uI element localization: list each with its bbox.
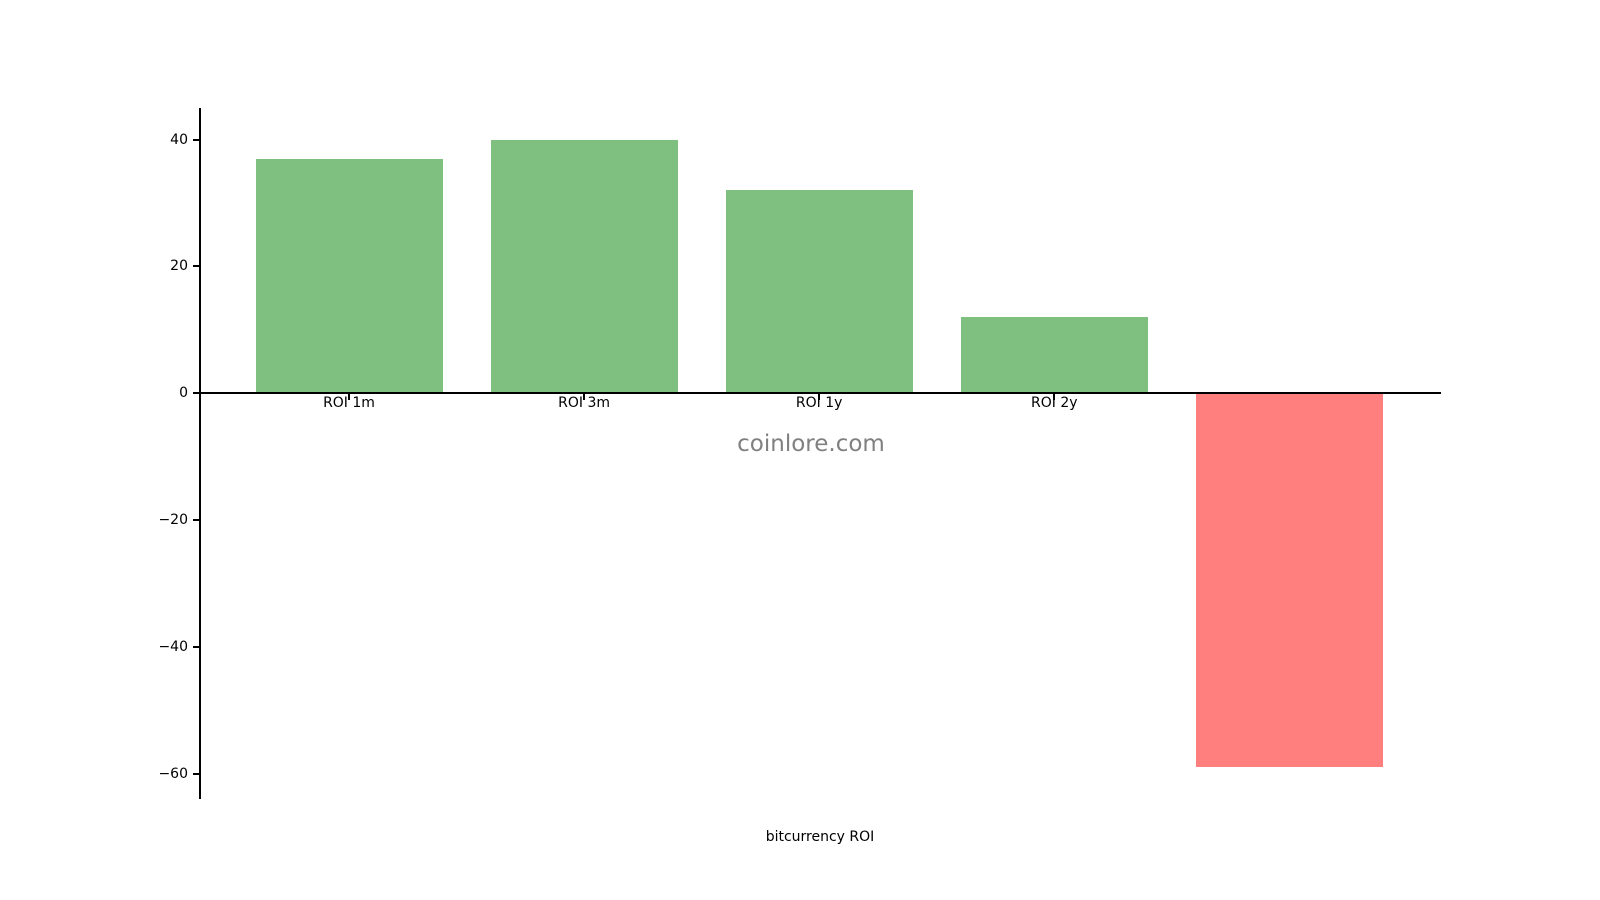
x-tick-mark (348, 393, 350, 401)
y-tick-label: −60 (158, 765, 188, 782)
watermark-text: coinlore.com (737, 431, 885, 457)
x-tick-label: ROI 2y (1031, 395, 1078, 412)
x-tick-mark (1053, 393, 1056, 401)
y-tick-label: −40 (158, 638, 188, 655)
y-tick-mark (193, 392, 200, 395)
bar-unlabeled (1195, 393, 1383, 768)
y-tick-label: 40 (170, 131, 188, 148)
y-tick-mark (193, 138, 200, 141)
x-axis-line (200, 392, 1441, 395)
x-tick-label: ROI 1y (795, 395, 843, 412)
x-tick-label: ROI 3m (558, 395, 611, 412)
y-tick-mark (193, 519, 200, 522)
bar-roi-2y (960, 317, 1148, 394)
y-tick-mark (193, 772, 200, 775)
bar-roi-1y (725, 190, 913, 394)
x-tick-mark (583, 393, 586, 401)
y-tick-mark (193, 645, 200, 648)
x-tick-mark (818, 393, 821, 401)
y-tick-label: −20 (158, 512, 188, 529)
x-tick-label: ROI 1m (323, 395, 375, 412)
y-tick-label: 0 (179, 385, 188, 402)
bar-roi-3m (490, 139, 678, 394)
bar-roi-1m (255, 158, 443, 394)
y-axis-spine (199, 108, 201, 799)
y-tick-mark (193, 265, 200, 268)
x-axis-title: bitcurrency ROI (765, 829, 875, 845)
y-tick-label: 20 (170, 258, 188, 275)
